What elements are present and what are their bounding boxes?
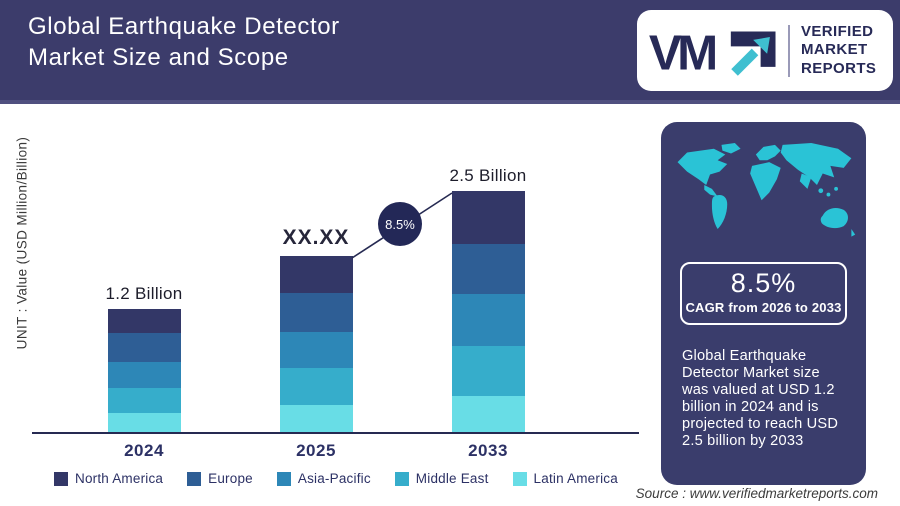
logo-line-3: REPORTS xyxy=(801,59,877,77)
bar-2024 xyxy=(107,309,181,432)
vmr-logo: VM VERIFIED MARKET REPORTS xyxy=(637,10,893,91)
source-attribution: Source : www.verifiedmarketreports.com xyxy=(635,486,878,501)
x-tick-2025: 2025 xyxy=(296,441,336,460)
cagr-callout-box: 8.5% CAGR from 2026 to 2033 xyxy=(680,262,847,325)
bar-segment-north-america xyxy=(279,256,353,293)
bar-segment-asia-pacific xyxy=(107,362,181,388)
cagr-annotation-text: 8.5% xyxy=(385,216,415,232)
svg-text:VM: VM xyxy=(649,25,715,77)
legend-swatch-europe xyxy=(187,471,202,486)
bar-total-label-2024: 1.2 Billion xyxy=(105,284,183,303)
legend-item-europe: Europe xyxy=(187,471,253,486)
bar-segment-latin-america xyxy=(107,413,181,432)
cagr-period-label: CAGR from 2026 to 2033 xyxy=(685,300,842,315)
x-axis-line xyxy=(32,432,639,434)
bar-segment-latin-america xyxy=(451,396,525,432)
bar-segment-middle-east xyxy=(107,388,181,413)
bar-segment-middle-east xyxy=(279,368,353,405)
x-tick-2024: 2024 xyxy=(124,441,164,460)
bar-2033 xyxy=(451,191,525,432)
bar-total-label-2033: 2.5 Billion xyxy=(449,166,527,185)
header-bar: Global Earthquake Detector Market Size a… xyxy=(0,0,900,104)
market-summary-text: Global Earthquake Detector Market size w… xyxy=(682,348,839,449)
logo-divider xyxy=(788,24,790,77)
bar-segment-latin-america xyxy=(279,405,353,432)
cagr-annotation-badge: 8.5% xyxy=(378,202,422,246)
bar-segment-europe xyxy=(279,293,353,332)
bar-segment-asia-pacific xyxy=(279,332,353,368)
legend-item-middle-east: Middle East xyxy=(394,471,489,486)
legend-label-north-america: North America xyxy=(75,471,164,486)
y-axis-label: UNIT : Value (USD Million/Billion) xyxy=(14,136,30,350)
bar-segment-middle-east xyxy=(451,346,525,396)
bar-2025 xyxy=(279,256,353,432)
bar-segment-europe xyxy=(451,244,525,294)
legend-label-latin-america: Latin America xyxy=(533,471,618,486)
bar-segment-europe xyxy=(107,333,181,362)
bar-segment-north-america xyxy=(451,191,525,244)
x-tick-2033: 2033 xyxy=(468,441,508,460)
legend-swatch-middle-east xyxy=(394,471,409,486)
legend-item-latin-america: Latin America xyxy=(512,471,618,486)
bar-total-label-2025: XX.XX xyxy=(282,226,350,249)
world-map-icon xyxy=(677,142,856,237)
chart-legend: North America Europe Asia-Pacific Middle Ea… xyxy=(54,471,618,486)
legend-swatch-north-america xyxy=(54,471,68,486)
bar-segment-north-america xyxy=(107,309,181,333)
logo-line-1: VERIFIED xyxy=(801,22,874,40)
legend-label-europe: Europe xyxy=(208,471,253,486)
legend-item-asia-pacific: Asia-Pacific xyxy=(276,471,371,486)
summary-panel: 8.5% CAGR from 2026 to 2033 Global Earth… xyxy=(661,122,866,485)
legend-swatch-asia-pacific xyxy=(276,471,291,486)
legend-swatch-latin-america xyxy=(512,471,527,486)
legend-label-asia-pacific: Asia-Pacific xyxy=(297,471,371,486)
bar-segment-asia-pacific xyxy=(451,294,525,346)
logo-wordmark: VERIFIED MARKET REPORTS xyxy=(801,23,876,79)
page-title: Global Earthquake Detector Market Size a… xyxy=(28,13,340,71)
vmr-logo-icon: VM xyxy=(649,25,776,78)
logo-line-2: MARKET xyxy=(801,41,868,59)
legend-label-middle-east: Middle East xyxy=(415,471,489,486)
legend-item-north-america: North America xyxy=(54,471,163,486)
cagr-value: 8.5% xyxy=(730,268,797,298)
